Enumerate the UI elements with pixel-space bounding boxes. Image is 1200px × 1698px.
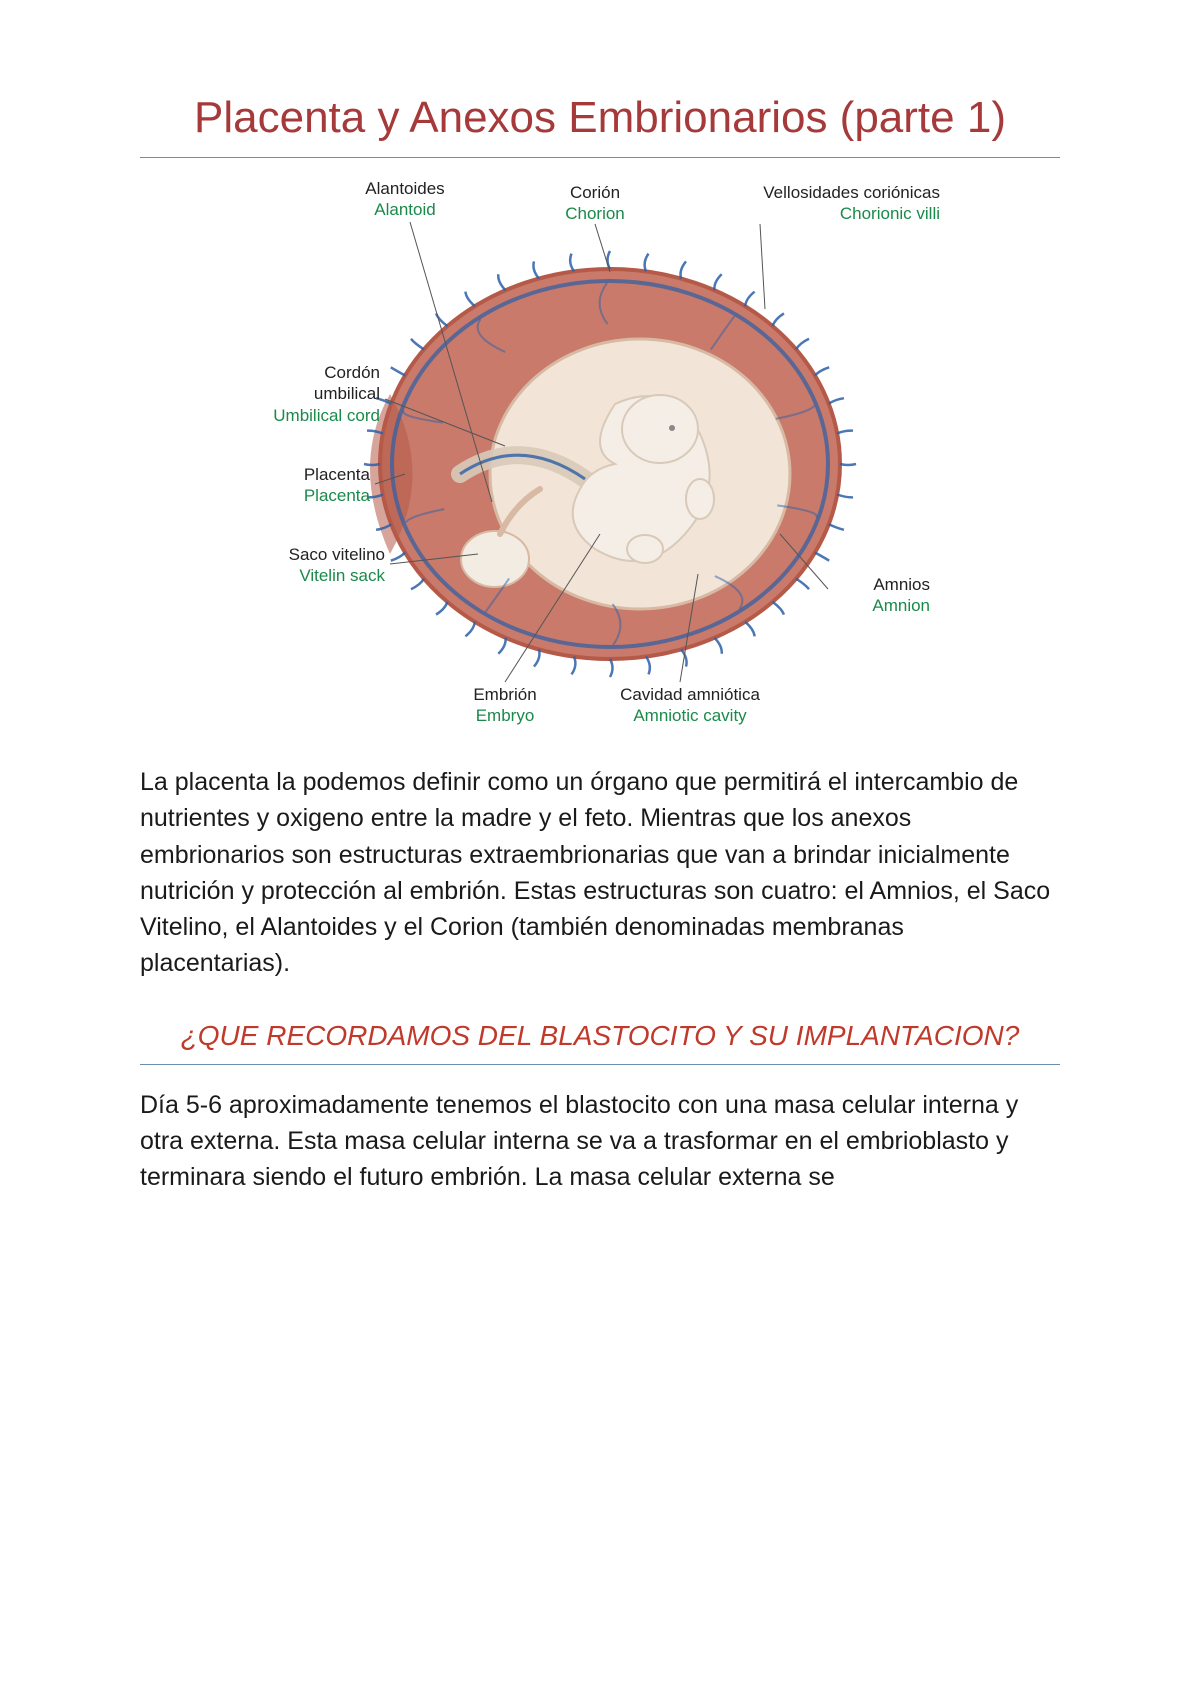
diagram-container: Alantoides Alantoid Corión Chorion Vello… — [140, 174, 1060, 734]
label-placenta: Placenta Placenta — [270, 464, 370, 507]
label-cavidad: Cavidad amniótica Amniotic cavity — [600, 684, 780, 727]
label-embrion: Embrión Embryo — [455, 684, 555, 727]
diagram-svg — [260, 174, 940, 734]
label-alantoides: Alantoides Alantoid — [350, 178, 460, 221]
paragraph-blastocito: Día 5-6 aproximadamente tenemos el blast… — [140, 1087, 1060, 1196]
embryo-diagram: Alantoides Alantoid Corión Chorion Vello… — [260, 174, 940, 734]
subheading-rule — [140, 1064, 1060, 1065]
label-vellosidades: Vellosidades coriónicas Chorionic villi — [730, 182, 940, 225]
paragraph-intro: La placenta la podemos definir como un ó… — [140, 764, 1060, 982]
title-rule — [140, 157, 1060, 158]
label-cordon: Cordón umbilical Umbilical cord — [260, 362, 380, 426]
label-saco: Saco vitelino Vitelin sack — [260, 544, 385, 587]
label-amnios: Amnios Amnion — [830, 574, 930, 617]
subheading: ¿QUE RECORDAMOS DEL BLASTOCITO Y SU IMPL… — [140, 1018, 1060, 1054]
page-title: Placenta y Anexos Embrionarios (parte 1) — [140, 90, 1060, 145]
label-corion: Corión Chorion — [550, 182, 640, 225]
